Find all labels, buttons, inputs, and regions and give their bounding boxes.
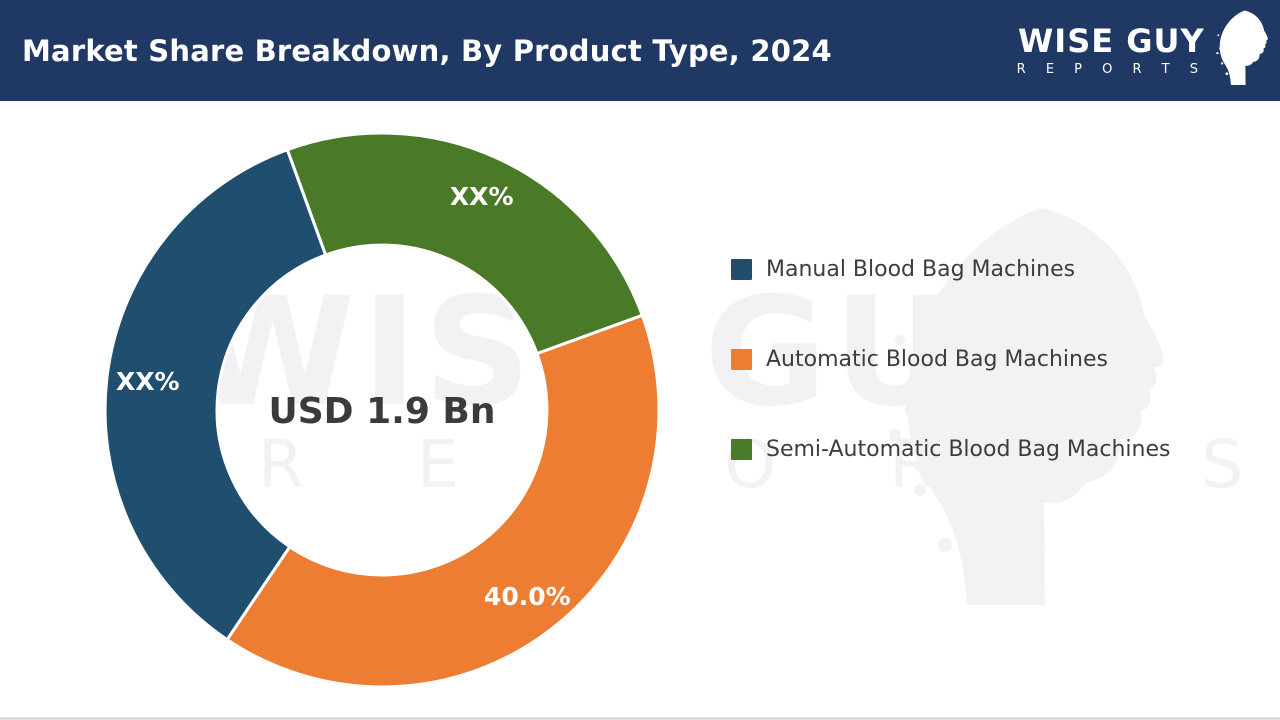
legend-label-manual: Manual Blood Bag Machines xyxy=(766,257,1076,282)
donut-segment-2 xyxy=(225,313,661,689)
legend-swatch-semi-automatic xyxy=(731,439,752,460)
logo-brand-name: WISE GUY xyxy=(1017,22,1205,60)
slice-label-2: 40.0% xyxy=(484,582,571,611)
donut-center-value: USD 1.9 Bn xyxy=(269,391,496,432)
donut-segment-3 xyxy=(103,148,328,642)
legend-item-semi-automatic: Semi-Automatic Blood Bag Machines xyxy=(731,437,1171,462)
logo-text: WISE GUY R E P O R T S xyxy=(1017,25,1206,77)
legend-item-automatic: Automatic Blood Bag Machines xyxy=(731,347,1171,372)
legend-label-automatic: Automatic Blood Bag Machines xyxy=(766,347,1108,372)
legend-swatch-manual xyxy=(731,259,752,280)
legend-item-manual: Manual Blood Bag Machines xyxy=(731,257,1171,282)
legend-swatch-automatic xyxy=(731,349,752,370)
footer-divider xyxy=(0,717,1280,720)
legend-label-semi-automatic: Semi-Automatic Blood Bag Machines xyxy=(766,437,1171,462)
page-title: Market Share Breakdown, By Product Type,… xyxy=(22,33,832,68)
slice-label-1: XX% xyxy=(450,182,514,211)
legend: Manual Blood Bag Machines Automatic Bloo… xyxy=(731,257,1171,462)
wiseguy-logo: WISE GUY R E P O R T S xyxy=(1017,9,1270,85)
slice-label-3: XX% xyxy=(116,367,180,396)
logo-brand-subtitle: R E P O R T S xyxy=(1016,62,1206,77)
header-bar: Market Share Breakdown, By Product Type,… xyxy=(0,0,1280,101)
donut-segment-1 xyxy=(285,131,644,356)
